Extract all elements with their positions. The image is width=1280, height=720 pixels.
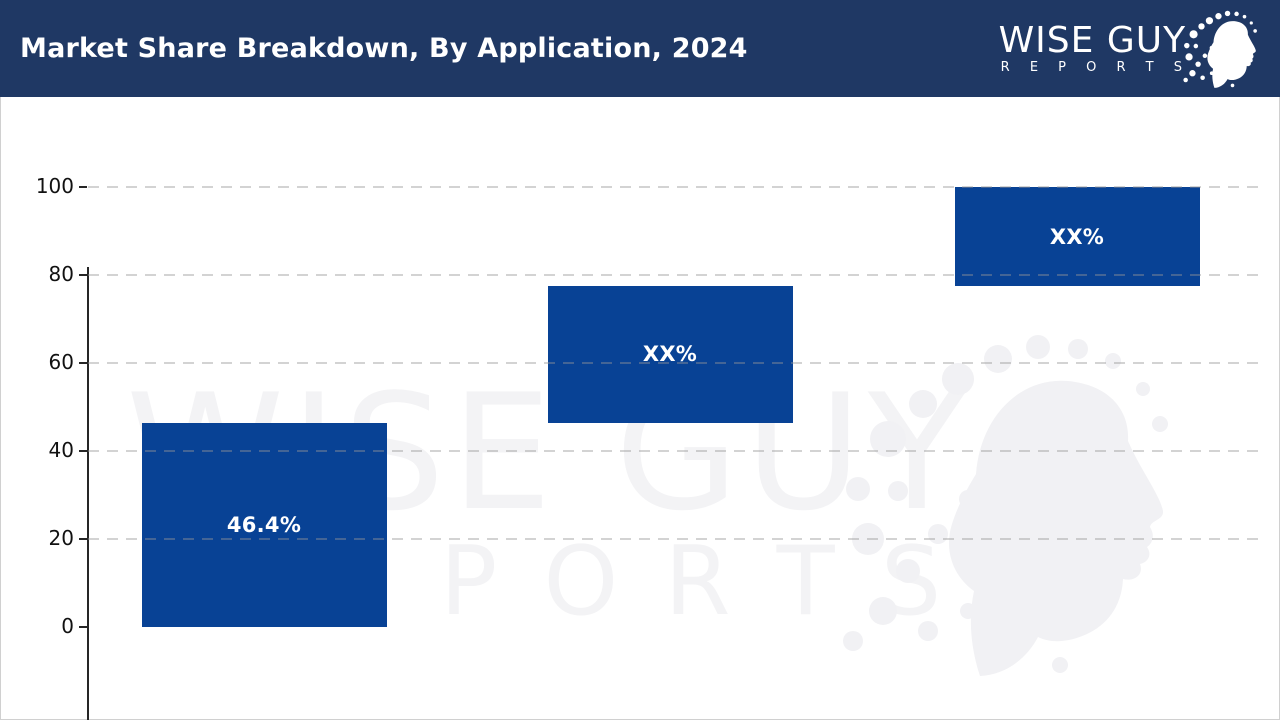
- y-axis-line: [87, 267, 89, 720]
- gridline: [88, 362, 1262, 364]
- wise-guy-reports-logo: WISE GUY R E P O R T S: [995, 7, 1266, 91]
- y-tick-label: 60: [48, 350, 74, 374]
- logo-face-icon: [1183, 10, 1257, 88]
- y-tick-label: 20: [48, 526, 74, 550]
- y-tick-mark: [79, 186, 87, 188]
- gridline: [88, 450, 1262, 452]
- logo-subtitle: R E P O R T S: [1000, 60, 1190, 76]
- y-tick-mark: [79, 274, 87, 276]
- bar-value-label: 46.4%: [226, 512, 302, 537]
- bar-value-label: XX%: [1049, 224, 1105, 249]
- gridline: [88, 538, 1262, 540]
- y-tick-mark: [79, 538, 87, 540]
- y-tick-label: 40: [48, 438, 74, 462]
- bar-speech-generation: 46.4%: [141, 422, 387, 627]
- bar-symbol-based-communication: XX%: [547, 286, 793, 423]
- header-bar: Market Share Breakdown, By Application, …: [0, 0, 1280, 97]
- y-tick-label: 80: [48, 262, 74, 286]
- page-title: Market Share Breakdown, By Application, …: [20, 33, 748, 64]
- watermark-face-icon: [843, 335, 1168, 676]
- gridline: [88, 186, 1262, 188]
- market-share-chart: WISE GUY P O R T S 02040608010046.4%Spee…: [0, 97, 1280, 720]
- y-tick-label: 0: [61, 614, 74, 638]
- logo-wordmark: WISE GUY: [998, 19, 1187, 61]
- bar-value-label: XX%: [642, 342, 698, 367]
- y-tick-label: 100: [35, 174, 74, 198]
- bar-text-to-speech: XX%: [954, 187, 1200, 286]
- gridline: [88, 274, 1262, 276]
- y-tick-mark: [79, 362, 87, 364]
- y-tick-mark: [79, 450, 87, 452]
- y-tick-mark: [79, 626, 87, 628]
